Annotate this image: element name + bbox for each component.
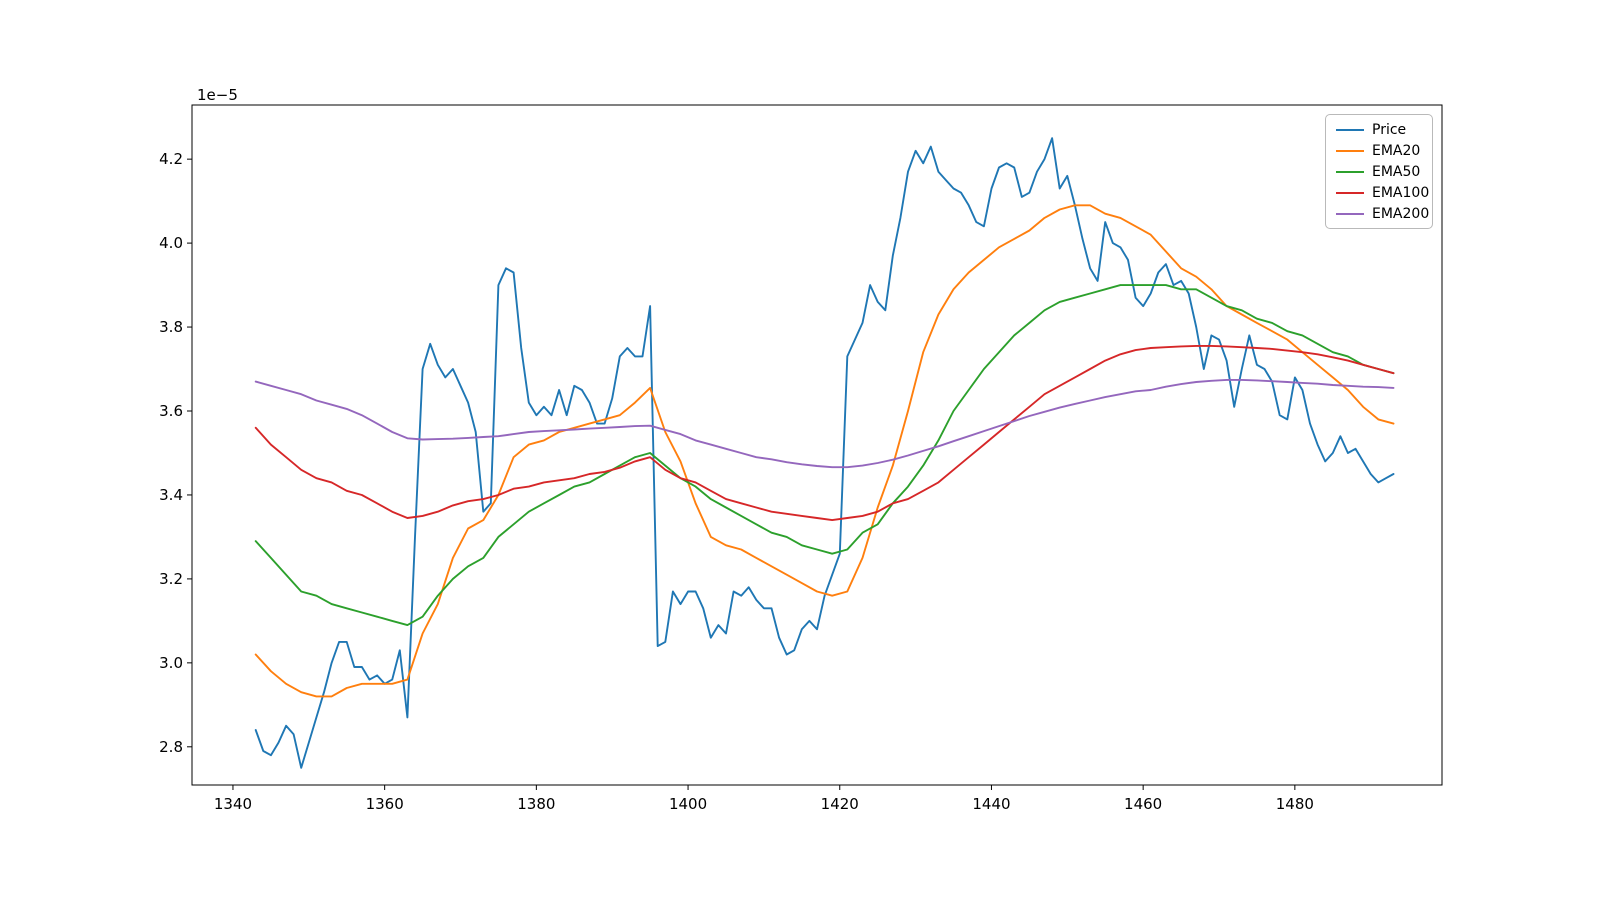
x-tick-label: 1440	[972, 795, 1010, 813]
y-tick-label: 2.8	[159, 738, 183, 756]
legend-line-sample	[1336, 212, 1364, 215]
legend-box: Price EMA20 EMA50 EMA100 EMA200	[1325, 114, 1433, 229]
legend-item-ema20: EMA20	[1336, 143, 1424, 158]
series-line-ema100	[254, 344, 1395, 522]
y-tick-label: 3.2	[159, 570, 183, 588]
x-tick-label: 1480	[1276, 795, 1314, 813]
series-line-ema20	[254, 204, 1395, 698]
series-line-ema50	[254, 284, 1395, 627]
y-axis-offset-label: 1e−5	[197, 86, 238, 104]
x-tick-label: 1400	[669, 795, 707, 813]
x-tick-label: 1460	[1124, 795, 1162, 813]
x-tick-label: 1380	[517, 795, 555, 813]
legend-item-ema50: EMA50	[1336, 164, 1424, 179]
legend-line-sample	[1336, 128, 1364, 131]
y-tick-label: 4.2	[159, 150, 183, 168]
series-line-price	[254, 137, 1395, 769]
legend-line-sample	[1336, 191, 1364, 194]
y-tick-label: 4.0	[159, 234, 183, 252]
plot-border	[191, 104, 1443, 786]
legend-item-price: Price	[1336, 122, 1424, 137]
legend-line-sample	[1336, 170, 1364, 173]
legend-line-sample	[1336, 149, 1364, 152]
legend-label: EMA100	[1372, 184, 1430, 201]
x-tick-label: 1420	[821, 795, 859, 813]
y-tick-label: 3.0	[159, 654, 183, 672]
legend-item-ema200: EMA200	[1336, 206, 1429, 221]
legend-item-ema100: EMA100	[1336, 185, 1429, 200]
y-tick-label: 3.4	[159, 486, 183, 504]
y-tick-label: 3.6	[159, 402, 183, 420]
legend-label: EMA20	[1372, 142, 1421, 159]
x-tick-label: 1340	[214, 795, 252, 813]
x-tick-label: 1360	[366, 795, 404, 813]
legend-label: Price	[1372, 121, 1407, 138]
series-line-ema200	[254, 378, 1395, 469]
y-tick-label: 3.8	[159, 318, 183, 336]
legend-label: EMA50	[1372, 163, 1421, 180]
legend-label: EMA200	[1372, 205, 1430, 222]
